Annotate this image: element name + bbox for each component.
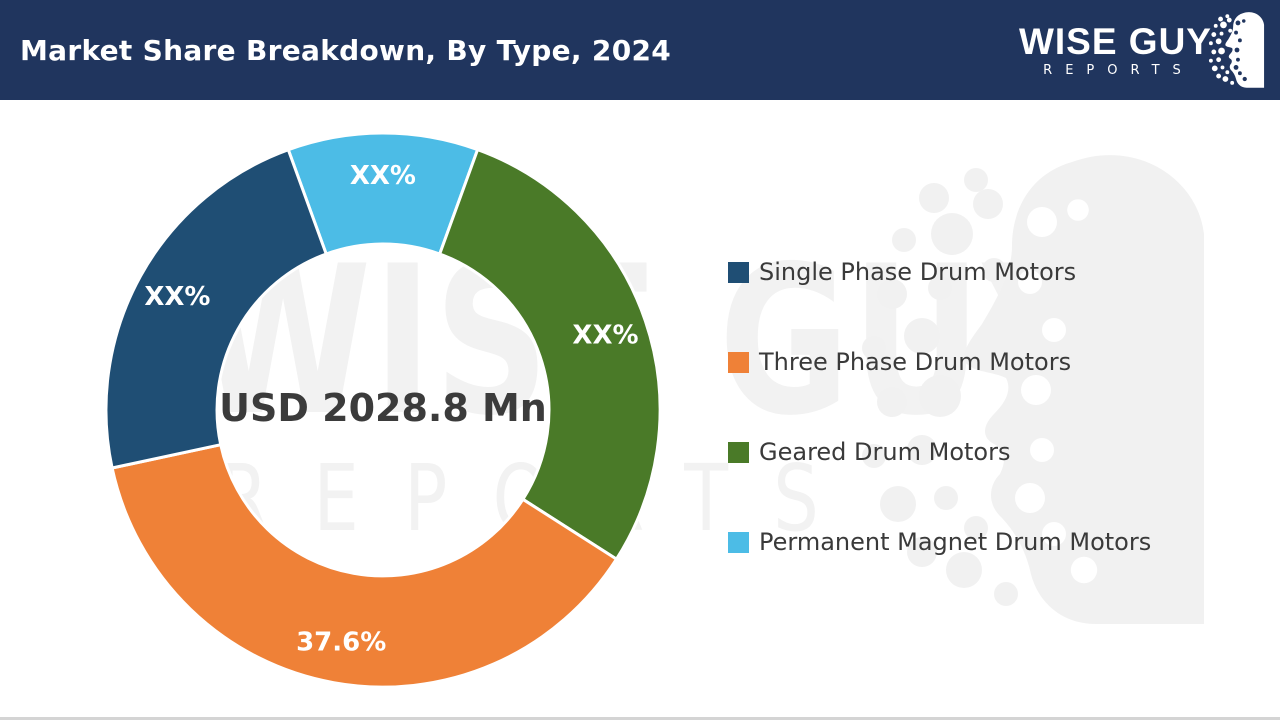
legend-item-geared: Geared Drum Motors [728,432,1151,472]
segment-percent-label: 37.6% [296,627,386,657]
donut-chart-svg: XX% XX% 37.6% XX% USD 2028.8 Mn [104,131,662,689]
legend-label: Geared Drum Motors [759,438,1011,466]
brand-subtitle: REPORTS [1043,63,1194,78]
legend-label: Single Phase Drum Motors [759,258,1077,286]
brand-name: WISE GUY [1018,21,1212,62]
brand-face-icon [1208,12,1265,88]
legend-swatch-icon [728,441,749,463]
donut-segment-geared-drum-motors [438,148,662,561]
header: Market Share Breakdown, By Type, 2024 WI… [0,0,1280,100]
legend-label: Three Phase Drum Motors [759,348,1072,376]
legend-swatch-icon [728,531,749,553]
donut-segment-three-phase-drum-motors [110,443,618,689]
legend-swatch-icon [728,351,749,373]
segment-percent-label: XX% [572,321,638,351]
brand-logo-text: WISE GUY REPORTS [1019,23,1212,77]
segment-percent-label: XX% [350,161,416,191]
legend-item-single-phase: Single Phase Drum Motors [728,252,1151,292]
legend-item-three-phase: Three Phase Drum Motors [728,342,1151,382]
chart-center-value: USD 2028.8 Mn [219,386,547,430]
chart-legend: Single Phase Drum Motors Three Phase Dru… [728,252,1151,612]
legend-item-permanent-magnet: Permanent Magnet Drum Motors [728,522,1151,562]
page-title: Market Share Breakdown, By Type, 2024 [20,33,672,67]
bottom-border-line [0,717,1280,720]
brand-logo: WISE GUY REPORTS [1019,8,1266,92]
donut-chart: XX% XX% 37.6% XX% USD 2028.8 Mn [83,110,683,710]
donut-segments-group: XX% XX% 37.6% XX% [104,131,662,689]
legend-label: Permanent Magnet Drum Motors [759,528,1152,556]
donut-segment-single-phase-drum-motors [104,148,328,470]
legend-swatch-icon [728,261,749,283]
segment-percent-label: XX% [144,282,210,312]
